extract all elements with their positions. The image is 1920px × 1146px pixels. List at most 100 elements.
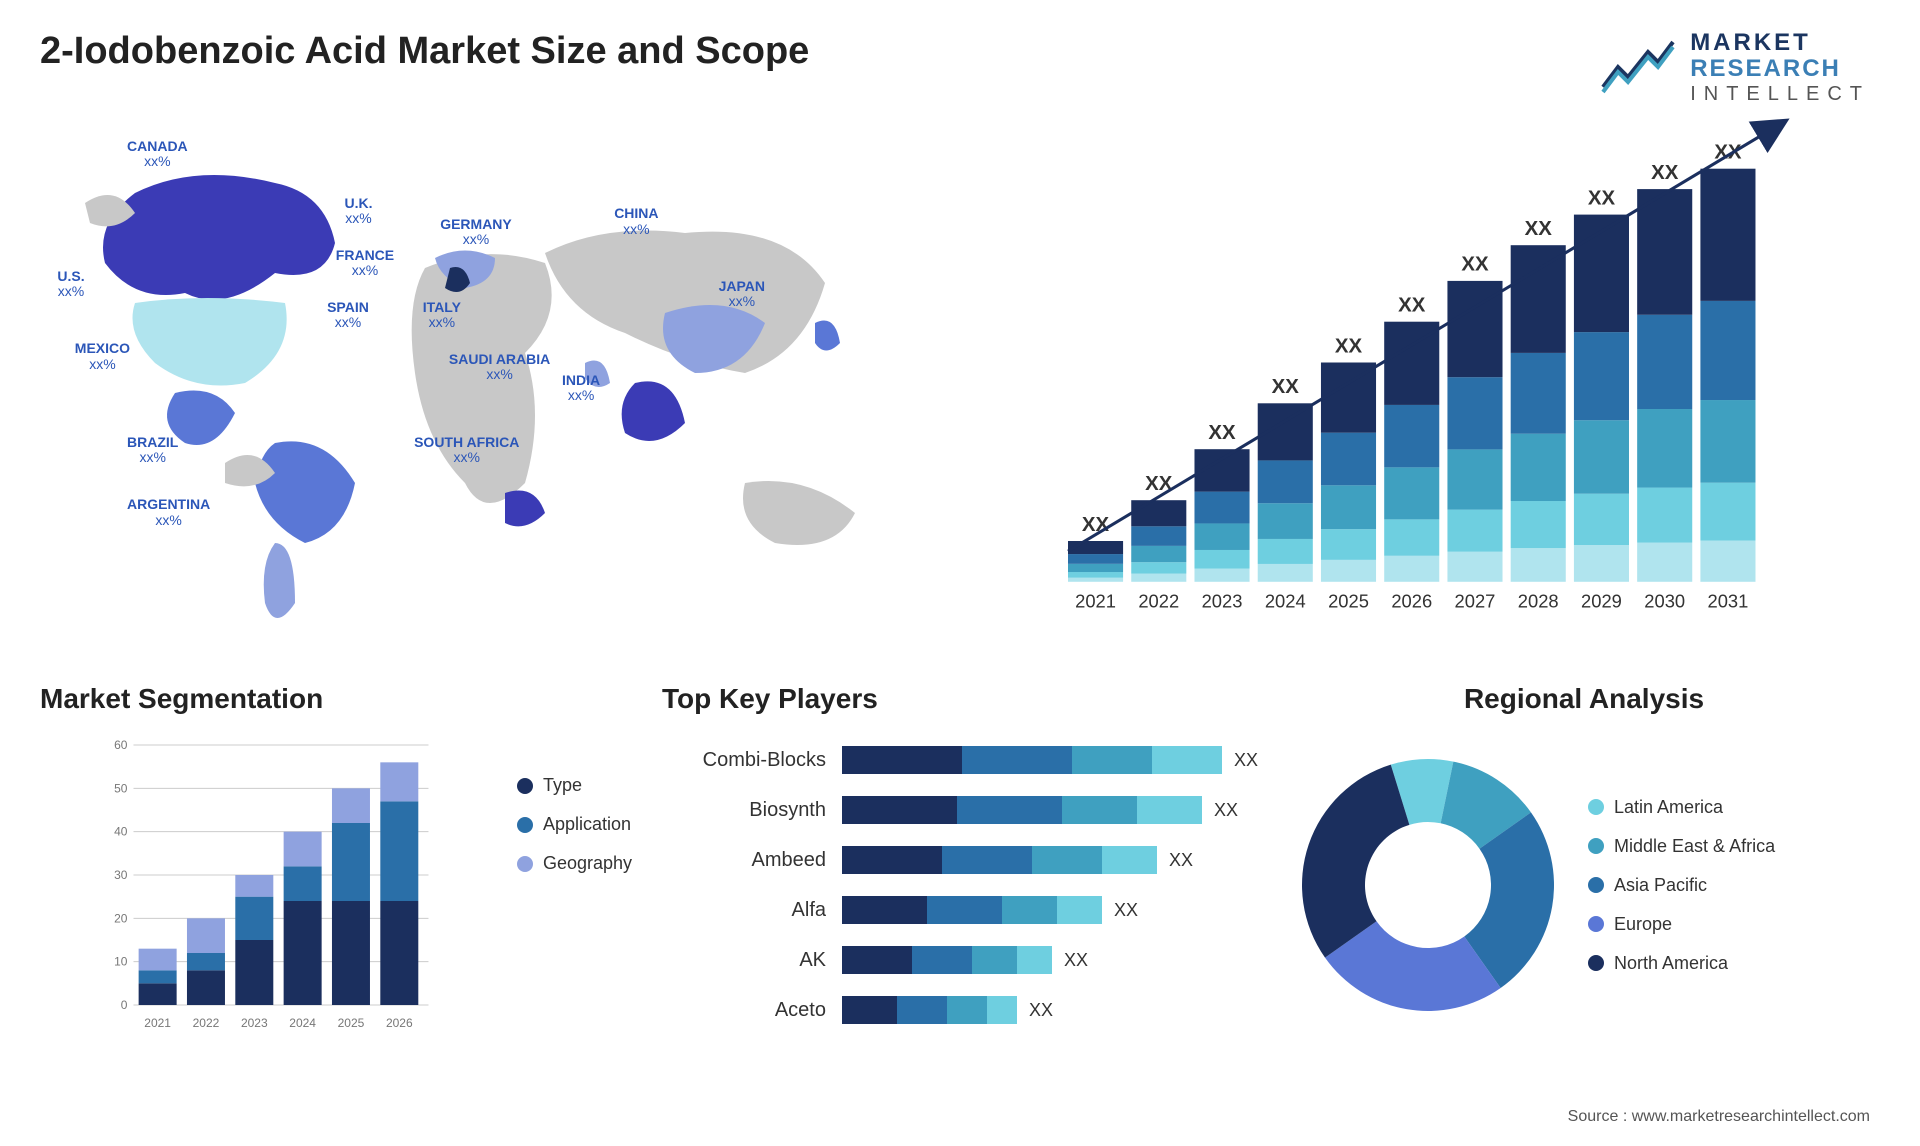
- growth-bar-seg: [1194, 569, 1249, 582]
- logo-icon: [1598, 37, 1678, 97]
- player-value: XX: [1234, 750, 1258, 771]
- growth-bar-label: XX: [1398, 295, 1426, 317]
- legend-label: North America: [1614, 953, 1728, 974]
- segmentation-chart: 0102030405060202120222023202420252026: [40, 735, 497, 1035]
- map-label: CHINAxx%: [614, 206, 658, 237]
- growth-bar-seg: [1637, 409, 1692, 488]
- donut-slice: [1302, 765, 1409, 958]
- growth-bar-label: XX: [1588, 187, 1616, 209]
- growth-bar-seg: [1384, 405, 1439, 467]
- growth-bar-chart: XX2021XX2022XX2023XX2024XX2025XX2026XX20…: [990, 133, 1860, 643]
- world-map-panel: CANADAxx%U.S.xx%MEXICOxx%BRAZILxx%ARGENT…: [40, 123, 910, 643]
- growth-year-label: 2024: [1265, 590, 1306, 611]
- logo-line3: INTELLECT: [1690, 83, 1870, 105]
- map-label: FRANCExx%: [336, 248, 394, 279]
- growth-year-label: 2028: [1518, 590, 1559, 611]
- growth-bar-seg: [1131, 562, 1186, 573]
- player-bar-seg: [1072, 746, 1152, 774]
- seg-bar: [284, 866, 322, 901]
- ytick: 0: [121, 998, 128, 1012]
- seg-bar: [332, 788, 370, 823]
- player-bar-seg: [987, 996, 1017, 1024]
- growth-bar-seg: [1511, 501, 1566, 548]
- growth-bar-seg: [1447, 552, 1502, 582]
- growth-bar-seg: [1447, 377, 1502, 449]
- player-value: XX: [1029, 1000, 1053, 1021]
- seg-bar: [187, 953, 225, 970]
- players-bars: XXXXXXXXXXXX: [842, 735, 1258, 1035]
- player-value: XX: [1064, 950, 1088, 971]
- player-bar: [842, 796, 1202, 824]
- map-region: [255, 441, 355, 543]
- legend-item: Asia Pacific: [1588, 875, 1775, 896]
- growth-bar-seg: [1321, 433, 1376, 486]
- legend-item: Europe: [1588, 914, 1775, 935]
- seg-bar: [139, 970, 177, 983]
- seg-year: 2025: [338, 1016, 365, 1030]
- player-bar-seg: [912, 946, 972, 974]
- map-label: SOUTH AFRICAxx%: [414, 435, 519, 466]
- player-bar-row: XX: [842, 895, 1258, 925]
- player-bar-seg: [957, 796, 1062, 824]
- player-label: Aceto: [662, 999, 826, 1022]
- seg-year: 2023: [241, 1016, 268, 1030]
- growth-bar-seg: [1574, 420, 1629, 493]
- players-title: Top Key Players: [662, 683, 1258, 715]
- player-bar-seg: [962, 746, 1072, 774]
- player-label: Biosynth: [662, 799, 826, 822]
- growth-bar-seg: [1194, 523, 1249, 550]
- ytick: 20: [114, 911, 128, 925]
- ytick: 50: [114, 781, 128, 795]
- growth-year-label: 2022: [1138, 590, 1179, 611]
- ytick: 40: [114, 825, 128, 839]
- growth-bar-seg: [1637, 488, 1692, 543]
- regional-donut: [1288, 745, 1568, 1025]
- map-label: SPAINxx%: [327, 300, 369, 331]
- legend-label: Middle East & Africa: [1614, 836, 1775, 857]
- player-bar-seg: [1062, 796, 1137, 824]
- growth-bar-label: XX: [1208, 422, 1236, 444]
- map-region: [743, 481, 855, 545]
- growth-bar-seg: [1700, 169, 1755, 301]
- player-bar-seg: [842, 896, 927, 924]
- seg-bar: [235, 940, 273, 1005]
- growth-year-label: 2025: [1328, 590, 1369, 611]
- player-label: Alfa: [662, 899, 826, 922]
- growth-bar-seg: [1511, 353, 1566, 434]
- player-bar-seg: [842, 746, 962, 774]
- map-label: SAUDI ARABIAxx%: [449, 352, 550, 383]
- growth-bar-seg: [1131, 546, 1186, 562]
- player-bar: [842, 896, 1102, 924]
- legend-dot: [1588, 877, 1604, 893]
- growth-bar-label: XX: [1461, 254, 1489, 276]
- player-bar-seg: [842, 996, 897, 1024]
- player-bar-row: XX: [842, 795, 1258, 825]
- player-bar: [842, 746, 1222, 774]
- seg-bar: [284, 901, 322, 1005]
- logo-line2: RESEARCH: [1690, 56, 1870, 82]
- player-bar-seg: [842, 846, 942, 874]
- player-bar-row: XX: [842, 745, 1258, 775]
- player-bar: [842, 996, 1017, 1024]
- regional-title: Regional Analysis: [1288, 683, 1880, 715]
- seg-bar: [380, 801, 418, 901]
- seg-bar: [235, 897, 273, 940]
- player-bar-seg: [1002, 896, 1057, 924]
- source-text: Source : www.marketresearchintellect.com: [1568, 1108, 1870, 1126]
- growth-bar-seg: [1637, 189, 1692, 315]
- growth-chart-panel: XX2021XX2022XX2023XX2024XX2025XX2026XX20…: [970, 123, 1880, 643]
- player-bar-seg: [947, 996, 987, 1024]
- growth-year-label: 2027: [1455, 590, 1496, 611]
- map-region: [133, 298, 287, 386]
- growth-year-label: 2031: [1708, 590, 1749, 611]
- growth-bar-label: XX: [1082, 514, 1110, 536]
- growth-bar-seg: [1511, 434, 1566, 501]
- growth-bar-seg: [1574, 332, 1629, 420]
- growth-bar-seg: [1637, 315, 1692, 409]
- legend-label: Latin America: [1614, 797, 1723, 818]
- seg-year: 2022: [193, 1016, 220, 1030]
- legend-dot: [1588, 955, 1604, 971]
- map-label: MEXICOxx%: [75, 341, 130, 372]
- growth-bar-seg: [1068, 564, 1123, 572]
- legend-label: Type: [543, 775, 582, 796]
